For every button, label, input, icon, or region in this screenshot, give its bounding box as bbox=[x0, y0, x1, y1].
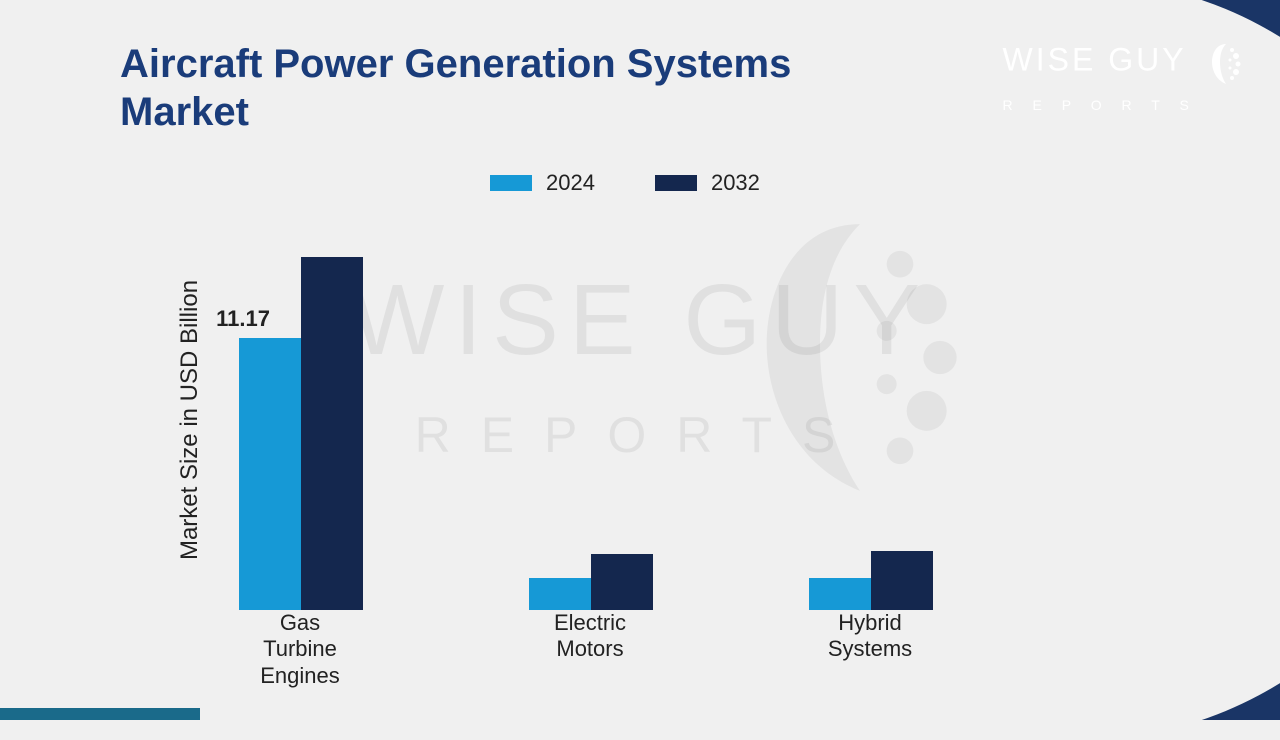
legend-item-2024: 2024 bbox=[490, 170, 595, 196]
bar bbox=[301, 257, 363, 610]
legend: 2024 2032 bbox=[490, 170, 760, 196]
brand-logo: WISE GUY R E P O R T S bbox=[1003, 40, 1250, 113]
legend-label-2032: 2032 bbox=[711, 170, 760, 196]
x-axis-category-label: GasTurbineEngines bbox=[200, 610, 400, 689]
bar bbox=[591, 554, 653, 610]
bar bbox=[529, 578, 591, 610]
x-axis-labels: GasTurbineEnginesElectricMotorsHybridSys… bbox=[130, 610, 950, 670]
chart-title: Aircraft Power Generation Systems Market bbox=[120, 40, 880, 136]
logo-line1: WISE GUY bbox=[1003, 42, 1187, 78]
logo-head-icon bbox=[1202, 40, 1250, 93]
legend-item-2032: 2032 bbox=[655, 170, 760, 196]
bar-group bbox=[491, 554, 691, 610]
chart-area: Market Size in USD Billion 2024 2032 11.… bbox=[70, 170, 950, 670]
plot-area: 11.17 bbox=[130, 220, 950, 610]
bar bbox=[809, 578, 871, 610]
bar bbox=[871, 551, 933, 610]
bar-value-label: 11.17 bbox=[216, 306, 270, 332]
legend-label-2024: 2024 bbox=[546, 170, 595, 196]
bar: 11.17 bbox=[239, 338, 301, 610]
legend-swatch-2024 bbox=[490, 175, 532, 191]
legend-swatch-2032 bbox=[655, 175, 697, 191]
bottom-accent-bar bbox=[0, 708, 200, 720]
x-axis-category-label: HybridSystems bbox=[770, 610, 970, 663]
logo-line2: R E P O R T S bbox=[1003, 97, 1250, 113]
bar-group: 11.17 bbox=[201, 257, 401, 610]
x-axis-category-label: ElectricMotors bbox=[490, 610, 690, 663]
bar-group bbox=[771, 551, 971, 610]
